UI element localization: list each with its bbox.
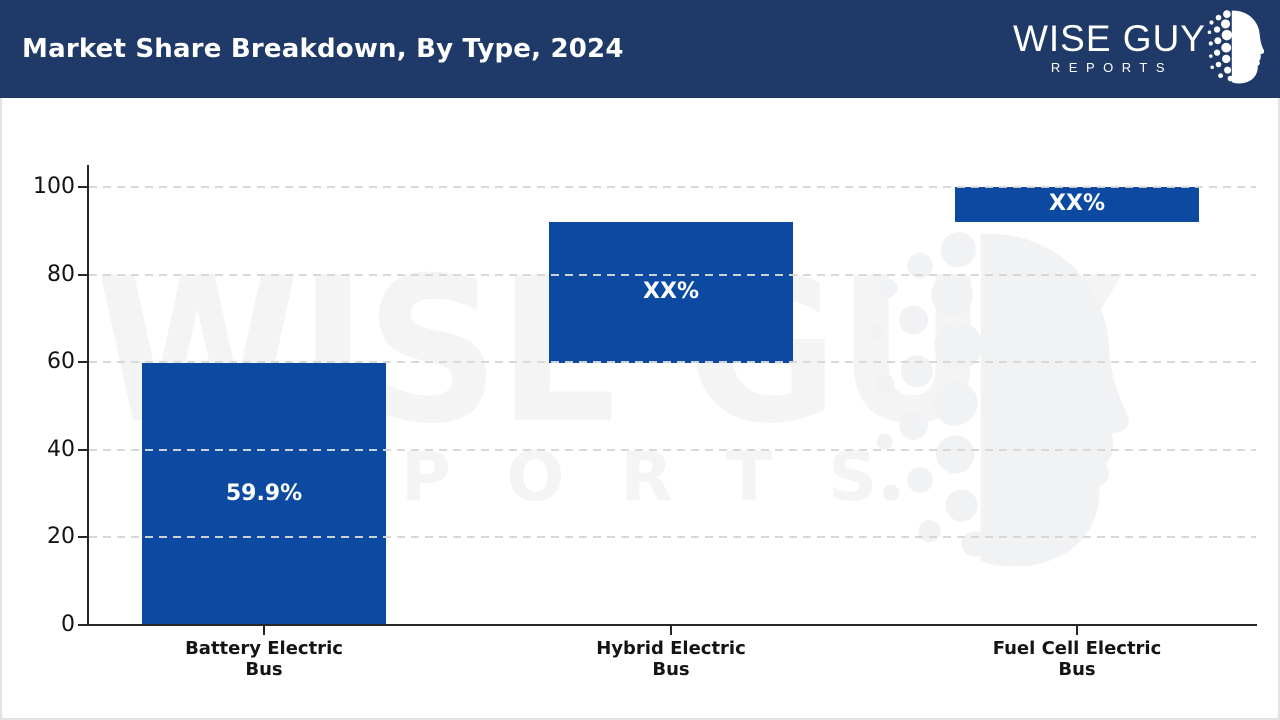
gridline-100 bbox=[89, 186, 1256, 188]
wiseguy-face-icon bbox=[1194, 8, 1264, 86]
x-tick bbox=[263, 626, 265, 635]
y-tick-label-20: 20 bbox=[47, 524, 75, 550]
category-label-line: Bus bbox=[1058, 659, 1096, 680]
gridline-40 bbox=[89, 448, 1256, 451]
logo-wordmark: WISE GUY bbox=[1012, 18, 1206, 59]
bar-segment bbox=[142, 362, 386, 625]
y-tick-label-0: 0 bbox=[61, 612, 75, 637]
header-bar: Market Share Breakdown, By Type, 2024 WI… bbox=[0, 0, 1280, 98]
wiseguy-logo: WISE GUY REPORTS bbox=[1013, 8, 1264, 86]
category-label-line: Bus bbox=[652, 659, 690, 680]
y-tick-40 bbox=[78, 448, 88, 451]
category-label: Fuel Cell Electric Bus bbox=[907, 638, 1247, 680]
category-label: Hybrid Electric Bus bbox=[501, 638, 841, 680]
y-tick-label-80: 80 bbox=[47, 261, 75, 287]
bar-value-label: XX% bbox=[1049, 191, 1105, 217]
bar-segment bbox=[549, 221, 793, 363]
category-label: Battery Electric Bus bbox=[94, 638, 434, 680]
bar-value-label: 59.9% bbox=[225, 480, 303, 506]
x-tick bbox=[1076, 626, 1078, 635]
category-label-line: Fuel Cell Electric bbox=[992, 638, 1162, 659]
bar-segment bbox=[955, 187, 1199, 222]
chart-title: Market Share Breakdown, By Type, 2024 bbox=[22, 34, 624, 64]
y-tick-0 bbox=[78, 624, 88, 626]
logo-text: WISE GUY REPORTS bbox=[1012, 18, 1206, 76]
gridline-60 bbox=[89, 361, 1256, 364]
gridline-80 bbox=[89, 273, 1256, 276]
category-label-line: Battery Electric bbox=[185, 638, 343, 659]
category-label-line: Hybrid Electric bbox=[596, 638, 746, 659]
gridline-20 bbox=[89, 536, 1256, 539]
x-axis-line bbox=[87, 624, 1257, 626]
x-tick bbox=[670, 626, 672, 635]
category-label-line: Bus bbox=[245, 659, 283, 680]
y-tick-label-60: 60 bbox=[47, 349, 75, 375]
y-tick-100 bbox=[78, 186, 88, 188]
y-tick-label-40: 40 bbox=[47, 436, 75, 462]
bar-value-label: XX% bbox=[643, 279, 699, 305]
y-axis-line bbox=[87, 165, 89, 626]
logo-subtitle: REPORTS bbox=[1050, 60, 1174, 75]
y-tick-label-100: 100 bbox=[33, 174, 75, 199]
y-tick-80 bbox=[78, 273, 88, 276]
y-tick-60 bbox=[78, 361, 88, 364]
y-tick-20 bbox=[78, 536, 88, 539]
